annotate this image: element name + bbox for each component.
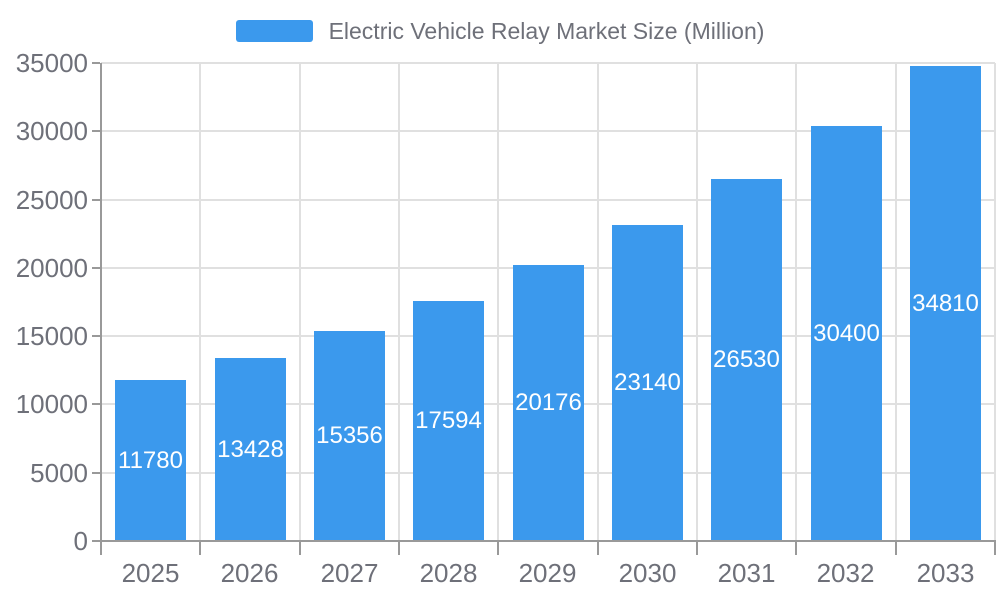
y-axis-tick xyxy=(92,130,100,132)
bar-value-label: 13428 xyxy=(217,435,284,463)
x-axis-tick xyxy=(994,541,996,555)
x-axis-tick xyxy=(895,541,897,555)
h-gridline xyxy=(101,130,995,132)
v-gridline xyxy=(398,63,400,541)
y-tick-label: 5000 xyxy=(30,458,88,488)
x-axis-line xyxy=(100,540,996,542)
y-tick-label: 25000 xyxy=(15,185,88,215)
x-tick-label: 2029 xyxy=(518,558,577,588)
x-axis-tick xyxy=(299,541,301,555)
v-gridline xyxy=(895,63,897,541)
x-axis-tick xyxy=(795,541,797,555)
y-tick-label: 30000 xyxy=(15,116,88,146)
x-tick-label: 2030 xyxy=(618,558,677,588)
x-tick-label: 2033 xyxy=(916,558,975,588)
x-axis-tick xyxy=(199,541,201,555)
y-axis-tick xyxy=(92,335,100,337)
bar-value-label: 23140 xyxy=(614,369,681,396)
x-axis-tick xyxy=(696,541,698,555)
x-axis-tick xyxy=(597,541,599,555)
h-gridline xyxy=(101,62,995,64)
bar[interactable]: 20176 xyxy=(513,265,584,541)
x-tick-label: 2028 xyxy=(419,558,478,588)
x-axis-tick xyxy=(398,541,400,555)
bar[interactable]: 11780 xyxy=(115,380,186,541)
bar-value-label: 34810 xyxy=(912,289,979,317)
x-tick-label: 2026 xyxy=(220,558,279,588)
x-axis-tick xyxy=(497,541,499,555)
legend[interactable]: Electric Vehicle Relay Market Size (Mill… xyxy=(0,17,1000,44)
y-tick-label: 10000 xyxy=(15,389,88,419)
v-gridline xyxy=(199,63,201,541)
v-gridline xyxy=(994,63,996,541)
y-axis-tick xyxy=(92,62,100,64)
y-axis-line xyxy=(100,63,102,541)
x-tick-label: 2032 xyxy=(816,558,875,588)
x-tick-label: 2027 xyxy=(320,558,379,588)
x-axis-tick xyxy=(100,541,102,555)
legend-swatch[interactable] xyxy=(235,20,313,42)
y-axis-tick xyxy=(92,540,100,542)
bar-value-label: 11780 xyxy=(118,446,183,474)
bar[interactable]: 23140 xyxy=(612,225,683,541)
bar[interactable]: 30400 xyxy=(811,126,882,541)
bar-value-label: 20176 xyxy=(515,389,582,416)
bar[interactable]: 26530 xyxy=(711,179,782,541)
bar[interactable]: 34810 xyxy=(910,66,981,541)
y-tick-label: 20000 xyxy=(15,253,88,283)
y-axis-tick xyxy=(92,199,100,201)
bar-value-label: 17594 xyxy=(415,407,482,434)
y-axis-tick xyxy=(92,403,100,405)
v-gridline xyxy=(795,63,797,541)
v-gridline xyxy=(696,63,698,541)
bar[interactable]: 15356 xyxy=(314,331,385,541)
x-tick-label: 2025 xyxy=(121,558,180,588)
bar[interactable]: 13428 xyxy=(215,358,286,541)
y-tick-label: 15000 xyxy=(15,321,88,351)
v-gridline xyxy=(497,63,499,541)
v-gridline xyxy=(597,63,599,541)
bar-value-label: 30400 xyxy=(813,319,880,347)
bar-value-label: 26530 xyxy=(713,346,780,373)
y-axis-tick xyxy=(92,472,100,474)
y-tick-label: 35000 xyxy=(15,48,88,78)
x-tick-label: 2031 xyxy=(717,558,776,588)
bar-value-label: 15356 xyxy=(316,422,383,449)
h-gridline xyxy=(101,199,995,201)
v-gridline xyxy=(299,63,301,541)
bar[interactable]: 17594 xyxy=(413,301,484,541)
y-axis-tick xyxy=(92,267,100,269)
legend-label: Electric Vehicle Relay Market Size (Mill… xyxy=(328,17,765,44)
y-tick-label: 0 xyxy=(73,526,88,556)
